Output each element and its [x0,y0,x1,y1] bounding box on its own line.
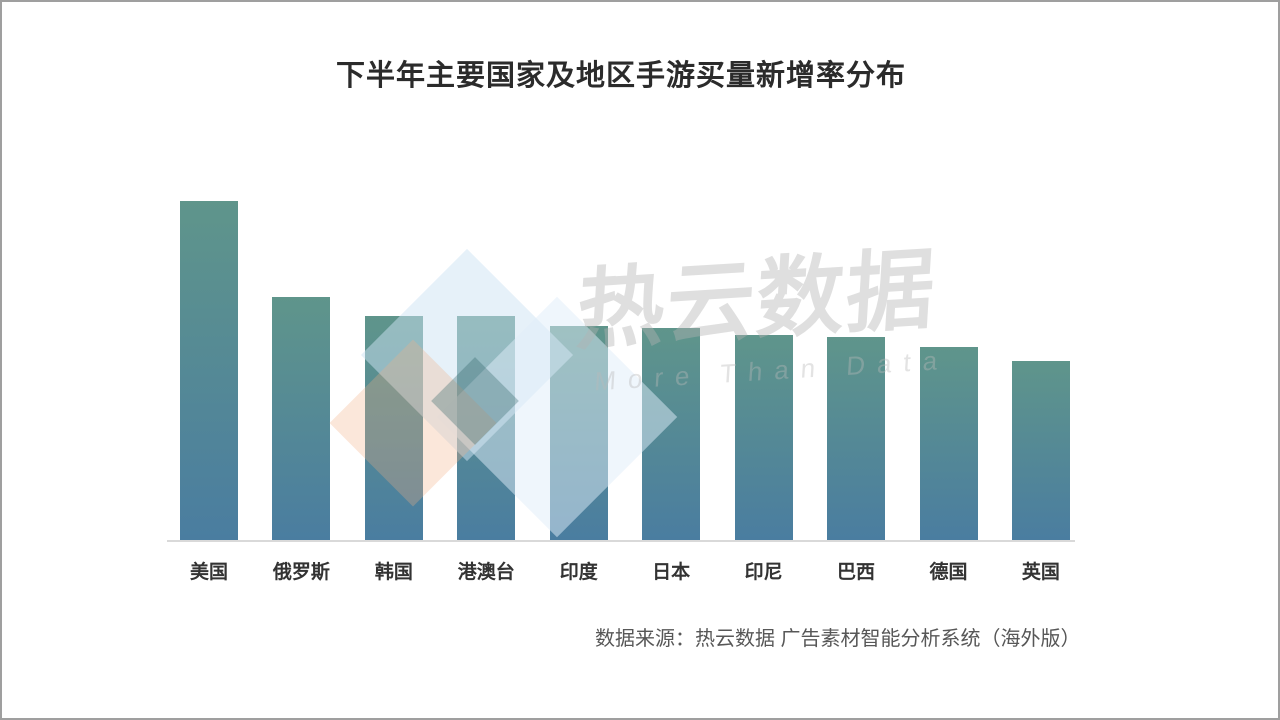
axis-label: 港澳台 [457,562,515,583]
chart-bar [734,335,793,540]
chart-bar [549,326,608,540]
axis-label: 印尼 [744,562,783,583]
bar-slot: 印尼 [734,201,793,583]
bar-slot: 印度 [549,201,608,583]
bar-slot: 港澳台 [457,201,516,583]
bar-slot: 巴西 [827,201,886,583]
bar-slot: 韩国 [364,201,423,583]
bar-slot: 英国 [1011,201,1070,583]
chart-bar [642,328,701,540]
bar-slot: 德国 [919,201,978,583]
chart-bar [180,201,238,540]
chart-bar [272,296,331,540]
chart-bar [1011,361,1070,540]
axis-label: 巴西 [837,562,876,583]
bar-slot: 日本 [642,201,701,583]
chart-bar [919,347,978,540]
chart-bar [457,316,516,540]
axis-label: 日本 [652,562,691,583]
bar-slot: 美国 [180,201,238,583]
axis-label: 韩国 [374,562,413,583]
axis-label: 印度 [559,562,598,583]
data-source-note: 数据来源：热云数据 广告素材智能分析系统（海外版） [595,628,1081,650]
chart-bar [827,337,886,540]
axis-label: 俄罗斯 [272,562,330,583]
axis-label: 英国 [1021,562,1060,583]
axis-label: 美国 [189,562,229,583]
chart-title: 下半年主要国家及地区手游买量新增率分布 [335,60,906,92]
bar-slot: 俄罗斯 [272,201,331,583]
chart-bar [364,316,423,540]
axis-label: 德国 [929,562,968,583]
plot-area: 美国 俄罗斯 韩国 港澳台 印度 日本 印尼 巴西 德国 英国 [167,201,1075,583]
